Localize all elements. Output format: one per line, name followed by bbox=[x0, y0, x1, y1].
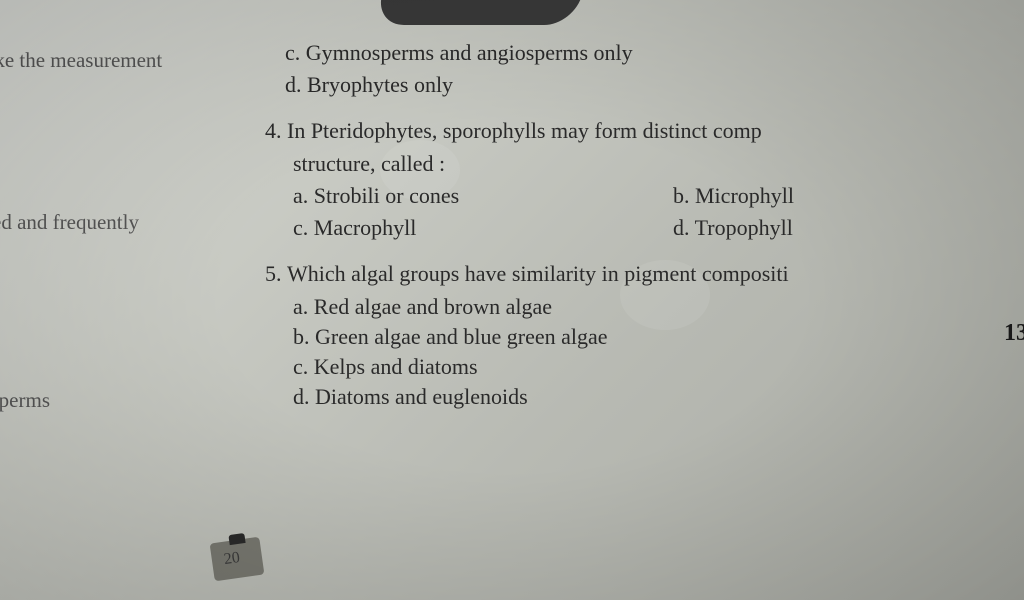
options-row: c. Macrophyll d. Tropophyll bbox=[265, 215, 995, 241]
option-c: c. Macrophyll bbox=[293, 215, 673, 241]
page-number-badge: 20 bbox=[210, 536, 266, 582]
header-dark-shape bbox=[374, 0, 586, 25]
option-c: c. Gymnosperms and angiosperms only bbox=[265, 40, 995, 66]
question-stem-line2: structure, called : bbox=[265, 151, 995, 177]
left-column-fragment: ake the measurement bbox=[0, 48, 162, 73]
question-stem: Which algal groups have similarity in pi… bbox=[287, 261, 789, 286]
option-a: a. Strobili or cones bbox=[293, 183, 673, 209]
option-a: a. Red algae and brown algae bbox=[265, 294, 995, 320]
option-d: d. Diatoms and euglenoids bbox=[265, 384, 995, 410]
right-margin-number: 13. bbox=[1004, 320, 1024, 347]
question-stem: In Pteridophytes, sporophylls may form d… bbox=[287, 118, 762, 143]
page-container: ake the measurement ed and frequently os… bbox=[0, 0, 1024, 600]
page-number: 20 bbox=[223, 549, 241, 569]
left-column-fragment: ed and frequently bbox=[0, 210, 139, 235]
question-text: 5.Which algal groups have similarity in … bbox=[265, 259, 995, 290]
question-text: 4.In Pteridophytes, sporophylls may form… bbox=[265, 116, 995, 147]
option-b: b. Microphyll bbox=[673, 183, 953, 209]
question-4: 4.In Pteridophytes, sporophylls may form… bbox=[265, 116, 995, 241]
options-row: a. Strobili or cones b. Microphyll bbox=[265, 183, 995, 209]
main-question-column: c. Gymnosperms and angiosperms only d. B… bbox=[265, 40, 995, 410]
option-d: d. Bryophytes only bbox=[265, 72, 995, 98]
question-number: 4. bbox=[265, 116, 287, 147]
question-number: 5. bbox=[265, 259, 287, 290]
question-5: 5.Which algal groups have similarity in … bbox=[265, 259, 995, 410]
option-b: b. Green algae and blue green algae bbox=[265, 324, 995, 350]
left-column-fragment: osperms bbox=[0, 388, 50, 413]
option-d: d. Tropophyll bbox=[673, 215, 953, 241]
option-c: c. Kelps and diatoms bbox=[265, 354, 995, 380]
